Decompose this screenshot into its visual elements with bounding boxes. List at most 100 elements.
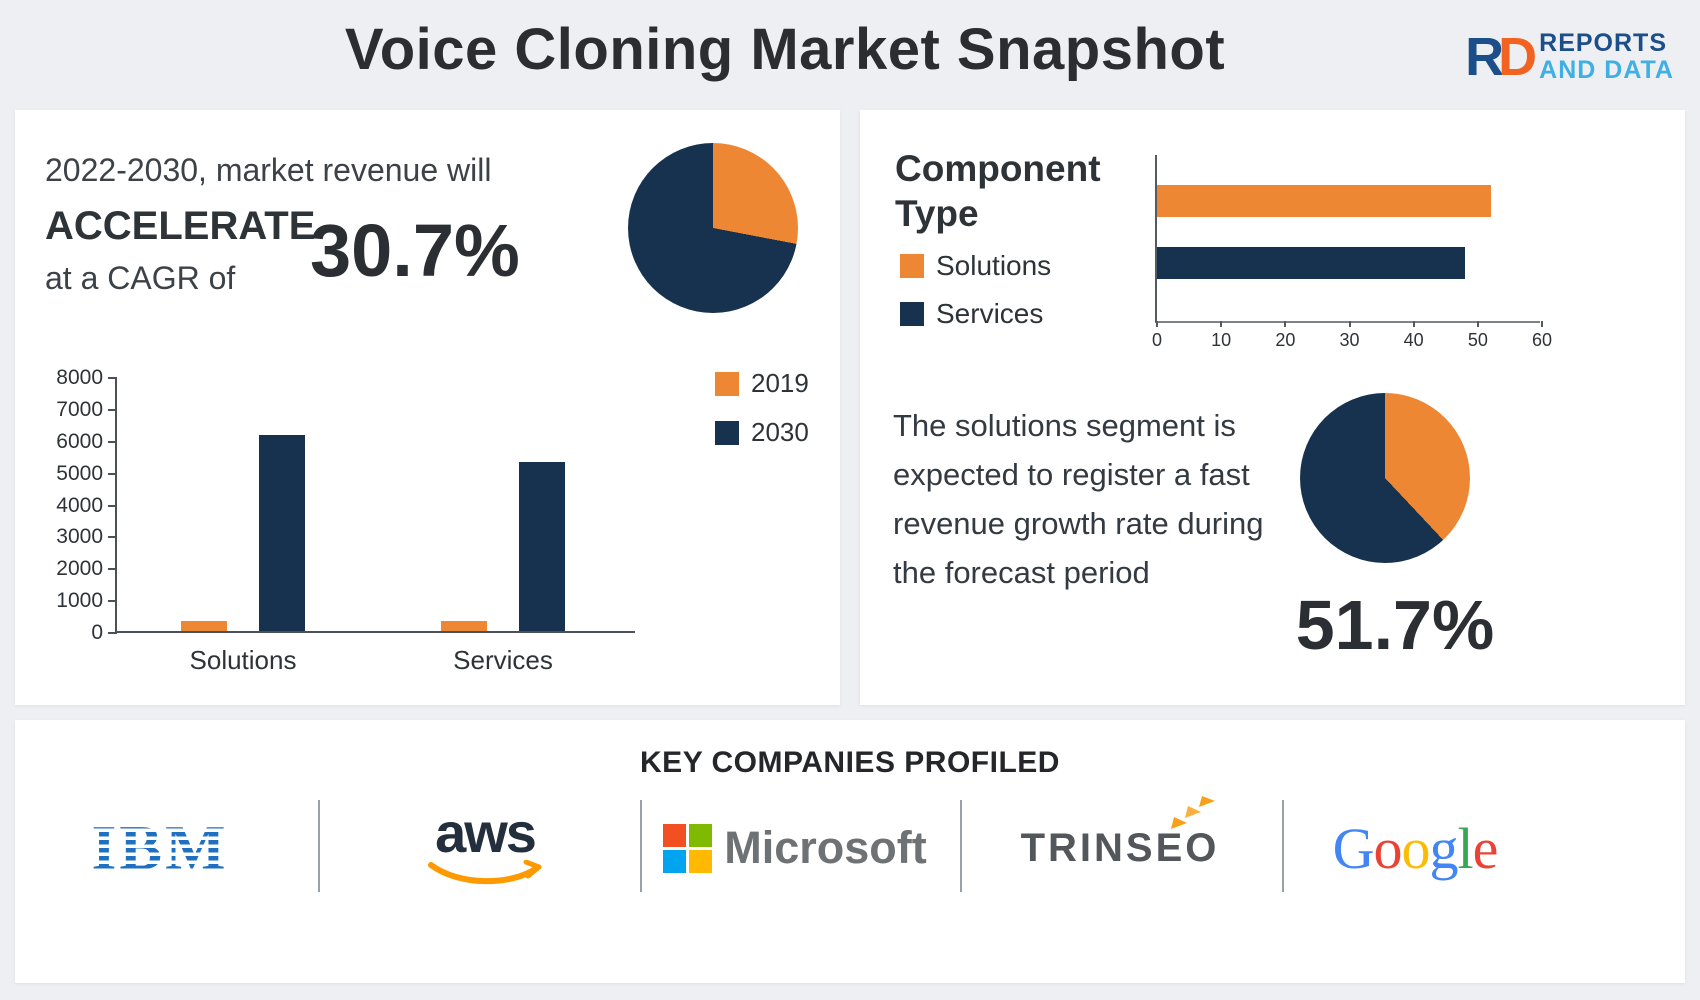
x-axis-tick-mark (1156, 321, 1158, 327)
cagr-line: at a CAGR of (45, 260, 236, 296)
accelerate-word: ACCELERATE (45, 204, 316, 248)
component-legend: Solutions Services (900, 250, 1051, 330)
y-axis-tick-mark (108, 504, 117, 507)
x-axis-tick-mark (1541, 321, 1543, 327)
key-companies-heading: KEY COMPANIES PROFILED (640, 746, 1060, 779)
component-type-panel: Component Type Solutions Services 0 10 20 3… (860, 110, 1685, 705)
reports-and-data-logo: R D REPORTS AND DATA (1465, 27, 1674, 87)
brand-line-and-data: AND DATA (1539, 56, 1674, 84)
logo-divider (960, 800, 962, 892)
google-logo: Google (1305, 796, 1525, 900)
brand-line-reports: REPORTS (1539, 29, 1668, 57)
y-axis-tick-label: 3000 (56, 525, 103, 549)
legend-label-2019: 2019 (751, 368, 809, 398)
legend-swatch-services (900, 302, 924, 326)
aws-smile-icon (428, 859, 542, 884)
bar-services-2030 (519, 462, 565, 631)
x-axis-tick-label: 10 (1211, 330, 1232, 350)
x-axis-tick-label: 20 (1275, 330, 1296, 350)
brand-text: REPORTS AND DATA (1539, 30, 1674, 84)
solutions-share-value: 51.7% (1295, 586, 1495, 664)
solutions-share-pie-chart (1300, 393, 1470, 563)
ibm-logo-text: IBM (91, 812, 229, 883)
market-growth-panel: 2022-2030, market revenue will ACCELERAT… (15, 110, 840, 705)
y-axis-tick-mark (108, 377, 117, 379)
bar-solutions-2030 (259, 435, 305, 631)
x-axis-tick-label: 60 (1531, 330, 1553, 350)
component-heading-line2: Type (895, 193, 979, 235)
legend-item-2019: 2019 (715, 368, 809, 399)
page-title: Voice Cloning Market Snapshot (344, 17, 1226, 82)
market-growth-pie-chart (628, 143, 798, 313)
microsoft-square (689, 849, 713, 873)
google-letter: g (1429, 815, 1459, 881)
logo-divider (640, 800, 642, 892)
google-letter: l (1457, 815, 1474, 881)
microsoft-logo-text: Microsoft (724, 822, 927, 873)
y-axis-tick-mark (108, 472, 117, 475)
legend-swatch-solutions (900, 254, 924, 278)
microsoft-square (663, 849, 687, 873)
x-axis-tick-mark (1284, 321, 1287, 327)
category-label-solutions: Solutions (189, 645, 297, 675)
ibm-logo: IBM (55, 796, 265, 900)
aws-logo: aws (390, 796, 580, 900)
microsoft-logo-grid (663, 823, 713, 873)
x-axis-tick-label: 0 (1151, 330, 1162, 350)
solutions-segment-text: The solutions segment is expected to reg… (893, 408, 1264, 590)
y-axis-tick-label: 8000 (56, 366, 103, 389)
y-axis-tick-mark (108, 440, 117, 443)
x-axis-tick-mark (1476, 321, 1479, 327)
x-axis-tick-mark (1348, 321, 1351, 327)
y-axis-tick-mark (108, 408, 117, 411)
google-letter: o (1401, 815, 1431, 881)
x-axis-tick-label: 30 (1339, 330, 1360, 350)
microsoft-logo: Microsoft (663, 796, 927, 900)
legend-label-services: Services (936, 298, 1044, 329)
component-heading-line1: Component (895, 148, 1101, 189)
trinseo-arrows-icon (1171, 795, 1216, 829)
aws-logo-text: aws (435, 801, 537, 865)
y-axis-tick-label: 6000 (56, 429, 103, 453)
legend-item-solutions: Solutions (900, 250, 1051, 282)
y-axis-tick-label: 5000 (56, 461, 103, 485)
cagr-value: 30.7% (310, 209, 520, 292)
brand-mark-r: R (1465, 27, 1504, 87)
y-axis-tick-mark (108, 632, 117, 634)
trinseo-logo-wrap: TRINSEO (1020, 795, 1220, 871)
y-axis-tick-label: 0 (91, 621, 103, 644)
google-letter: e (1472, 815, 1499, 881)
component-type-heading: Component Type (895, 146, 1101, 236)
legend-label-solutions: Solutions (936, 250, 1052, 281)
y-axis-tick-mark (108, 536, 117, 539)
hbar-services (1157, 247, 1465, 279)
legend-item-2030: 2030 (715, 417, 809, 448)
hbar-solutions (1157, 185, 1491, 217)
google-letter: G (1332, 815, 1375, 881)
revenue-bar-legend: 2019 2030 (715, 368, 809, 448)
bar-group-solutions (181, 435, 305, 631)
revenue-bar-plot: Solutions Services 0 1000 2000 3000 4000 5000… (56, 366, 635, 675)
category-label-services: Services (453, 645, 553, 675)
legend-swatch-2030 (715, 420, 739, 445)
y-axis-tick-mark (108, 600, 117, 603)
x-axis-tick-mark (1220, 321, 1223, 327)
legend-item-services: Services (900, 298, 1051, 330)
y-axis-tick-label: 2000 (56, 557, 103, 581)
x-axis-tick-label: 50 (1467, 330, 1488, 350)
bar-services-2019 (441, 621, 487, 631)
intro-line: 2022-2030, market revenue will (45, 152, 492, 188)
x-axis-tick-label: 40 (1403, 330, 1424, 350)
key-companies-panel: KEY COMPANIES PROFILED IBM aws Microsoft… (15, 720, 1685, 983)
trinseo-logo-text: TRINSEO (1020, 825, 1220, 870)
microsoft-square (663, 823, 687, 847)
x-axis-tick-mark (1412, 321, 1415, 327)
bar-solutions-2019 (181, 621, 227, 631)
microsoft-square (689, 823, 713, 847)
brand-mark-icon: R D (1465, 27, 1537, 87)
y-axis-tick-label: 1000 (56, 589, 103, 613)
trinseo-logo: TRINSEO (1000, 795, 1240, 900)
logo-divider (1282, 800, 1284, 892)
logo-divider (318, 800, 320, 892)
